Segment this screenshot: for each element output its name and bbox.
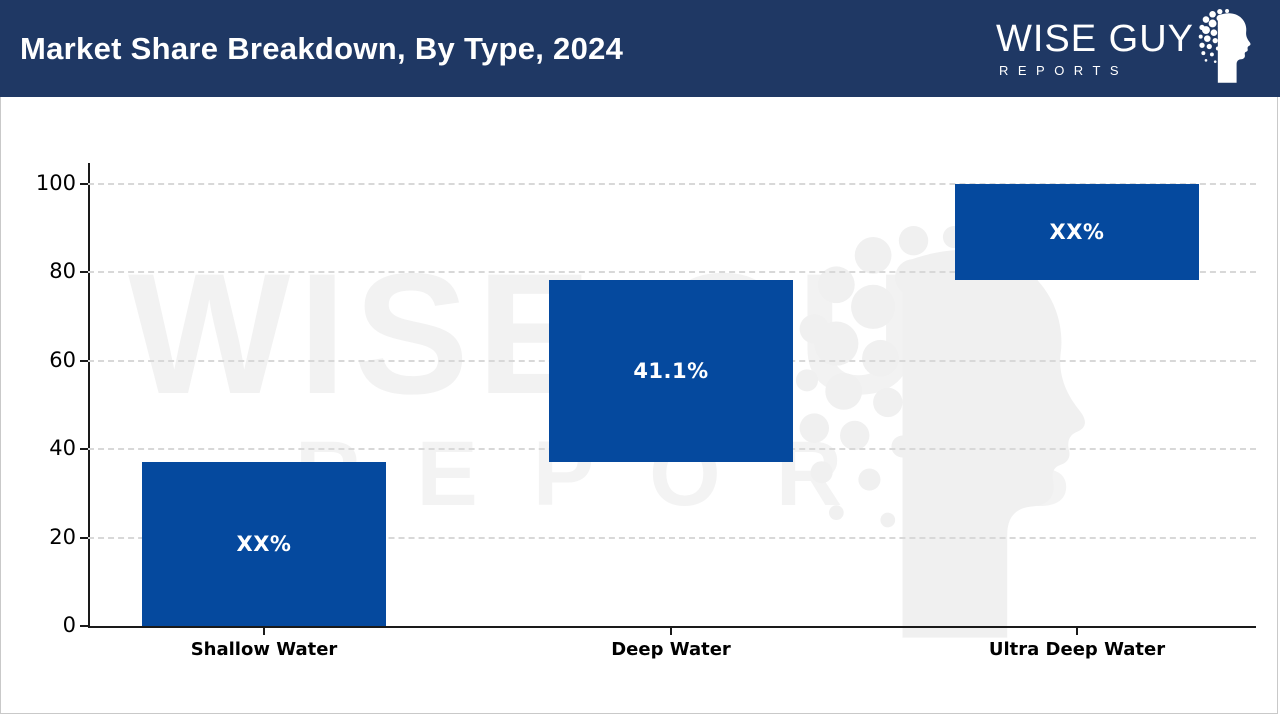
bar-ultra-deep-water: XX%	[955, 183, 1199, 280]
logo-wordmark: WISE GUY	[995, 17, 1194, 60]
gridline-80	[88, 271, 1256, 273]
x-category-label-deep-water: Deep Water	[611, 639, 731, 660]
x-tick-mark	[670, 627, 672, 635]
y-axis-spine	[88, 163, 90, 626]
x-tick-mark	[1076, 627, 1078, 635]
y-tick-label: 100	[35, 170, 76, 195]
bar-shallow-water: XX%	[142, 461, 386, 626]
y-tick-mark	[80, 448, 88, 450]
y-tick-mark	[80, 271, 88, 273]
x-tick-mark	[263, 627, 265, 635]
x-category-label-shallow-water: Shallow Water	[190, 639, 338, 660]
logo-text: WISE GUY REPORTS	[996, 20, 1194, 78]
bar-value-label: XX%	[236, 531, 292, 556]
dotted-face-icon	[1198, 9, 1264, 88]
gridline-20	[88, 536, 1256, 539]
y-tick-mark	[80, 359, 88, 362]
y-tick-label: 0	[62, 613, 76, 637]
bar-value-label: 41.1%	[633, 358, 709, 383]
header-bar: Market Share Breakdown, By Type, 2024 WI…	[0, 0, 1280, 97]
y-tick-label: 20	[49, 524, 76, 549]
y-tick-label: 60	[49, 347, 76, 372]
y-tick-mark	[80, 625, 88, 627]
page-title: Market Share Breakdown, By Type, 2024	[20, 30, 624, 66]
y-tick-label: 80	[49, 259, 76, 283]
gridline-100	[88, 182, 1256, 185]
logo-subtitle: REPORTS	[998, 62, 1129, 78]
wise-guy-reports-logo: WISE GUY REPORTS	[996, 9, 1264, 88]
y-tick-mark	[80, 182, 88, 185]
x-category-label-ultra-deep-water: Ultra Deep Water	[988, 639, 1166, 660]
y-tick-mark	[80, 536, 88, 539]
bar-deep-water: 41.1%	[549, 279, 793, 462]
x-axis-line	[88, 626, 1256, 628]
bar-value-label: XX%	[1049, 219, 1105, 244]
y-tick-label: 40	[49, 436, 76, 460]
